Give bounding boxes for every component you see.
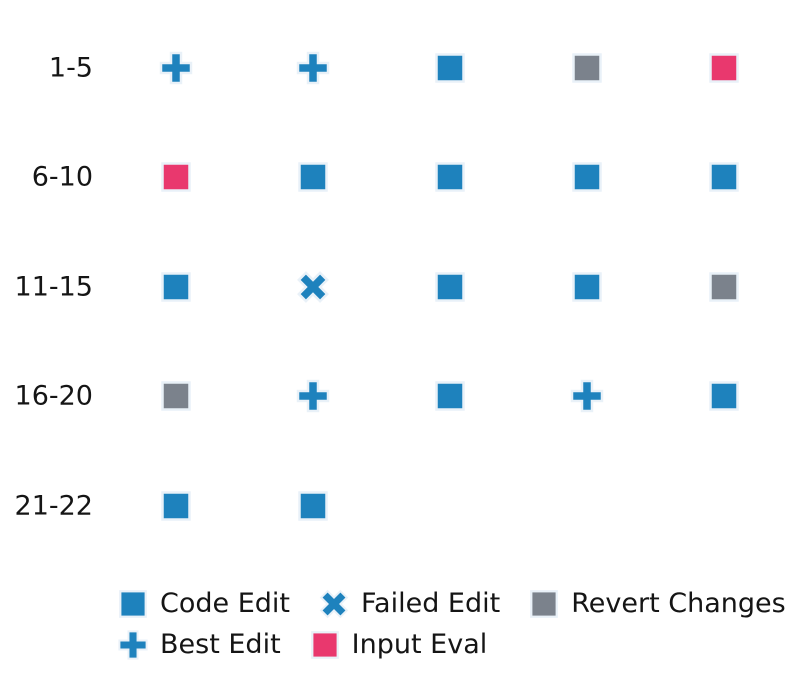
marker-x-icon <box>297 271 329 303</box>
grid-marker-best <box>290 45 336 91</box>
marker-square-icon <box>572 162 602 192</box>
marker-square-icon <box>435 53 465 83</box>
marker-square-icon <box>709 272 739 302</box>
row-tick-label: 21-22 <box>14 490 93 522</box>
legend-swatch-best <box>113 620 153 670</box>
legend-item-revert: Revert Changes <box>524 582 786 626</box>
grid-marker-best <box>564 373 610 419</box>
grid-marker-input <box>155 156 198 199</box>
marker-square-icon <box>709 381 739 411</box>
marker-square-icon <box>435 272 465 302</box>
marker-square-icon <box>161 272 191 302</box>
marker-x-icon <box>319 589 349 618</box>
marker-square-icon <box>310 630 339 659</box>
marker-plus-icon <box>296 51 330 85</box>
legend-row: Best Edit Input Eval <box>113 624 786 665</box>
row-tick-label: 6-10 <box>31 161 93 193</box>
marker-plus-icon <box>118 629 148 660</box>
marker-square-icon <box>530 589 559 618</box>
marker-square-icon <box>435 381 465 411</box>
grid-marker-code <box>155 266 198 309</box>
marker-square-icon <box>709 162 739 192</box>
marker-square-icon <box>572 53 602 83</box>
grid-marker-code <box>566 266 609 309</box>
legend-label: Input Eval <box>351 629 488 660</box>
legend-label: Best Edit <box>160 629 281 660</box>
legend-label: Revert Changes <box>571 588 786 619</box>
grid-marker-code <box>429 47 472 90</box>
marker-square-icon <box>298 491 328 521</box>
grid-marker-input <box>703 47 746 90</box>
marker-square-icon <box>298 162 328 192</box>
row-tick-label: 16-20 <box>14 380 93 412</box>
grid-marker-code <box>429 266 472 309</box>
marker-plus-icon <box>570 379 604 413</box>
marker-square-icon <box>161 491 191 521</box>
grid-marker-code <box>155 485 198 528</box>
row-tick-label: 1-5 <box>48 52 93 84</box>
grid-marker-code <box>292 156 335 199</box>
grid-marker-code <box>703 375 746 418</box>
legend-item-best: Best Edit <box>113 620 281 670</box>
legend-swatch-revert <box>524 582 564 626</box>
marker-square-icon <box>161 381 191 411</box>
legend-item-input: Input Eval <box>305 623 488 667</box>
grid-marker-code <box>429 375 472 418</box>
grid-marker-code <box>566 156 609 199</box>
legend-item-failed: Failed Edit <box>314 579 500 629</box>
legend-row: Code Edit Failed Edit Revert Changes <box>113 583 786 624</box>
row-tick-label: 11-15 <box>14 271 93 303</box>
marker-plus-icon <box>159 51 193 85</box>
legend-item-code: Code Edit <box>113 582 290 626</box>
marker-square-icon <box>161 162 191 192</box>
marker-square-icon <box>119 589 147 618</box>
marker-square-icon <box>435 162 465 192</box>
legend-label: Code Edit <box>160 588 290 619</box>
grid-marker-revert <box>703 266 746 309</box>
legend: Code Edit Failed Edit Revert Changes Best E… <box>113 583 786 665</box>
marker-square-icon <box>572 272 602 302</box>
legend-swatch-code <box>113 582 153 626</box>
grid-marker-best <box>153 45 199 91</box>
legend-swatch-failed <box>314 579 354 629</box>
grid-marker-code <box>292 485 335 528</box>
grid-marker-code <box>703 156 746 199</box>
grid-marker-revert <box>566 47 609 90</box>
grid-marker-best <box>290 373 336 419</box>
legend-label: Failed Edit <box>361 588 501 619</box>
marker-plus-icon <box>296 379 330 413</box>
grid-marker-revert <box>155 375 198 418</box>
grid-marker-code <box>429 156 472 199</box>
legend-swatch-input <box>305 623 345 667</box>
grid-marker-failed <box>290 264 336 310</box>
marker-square-icon <box>709 53 739 83</box>
